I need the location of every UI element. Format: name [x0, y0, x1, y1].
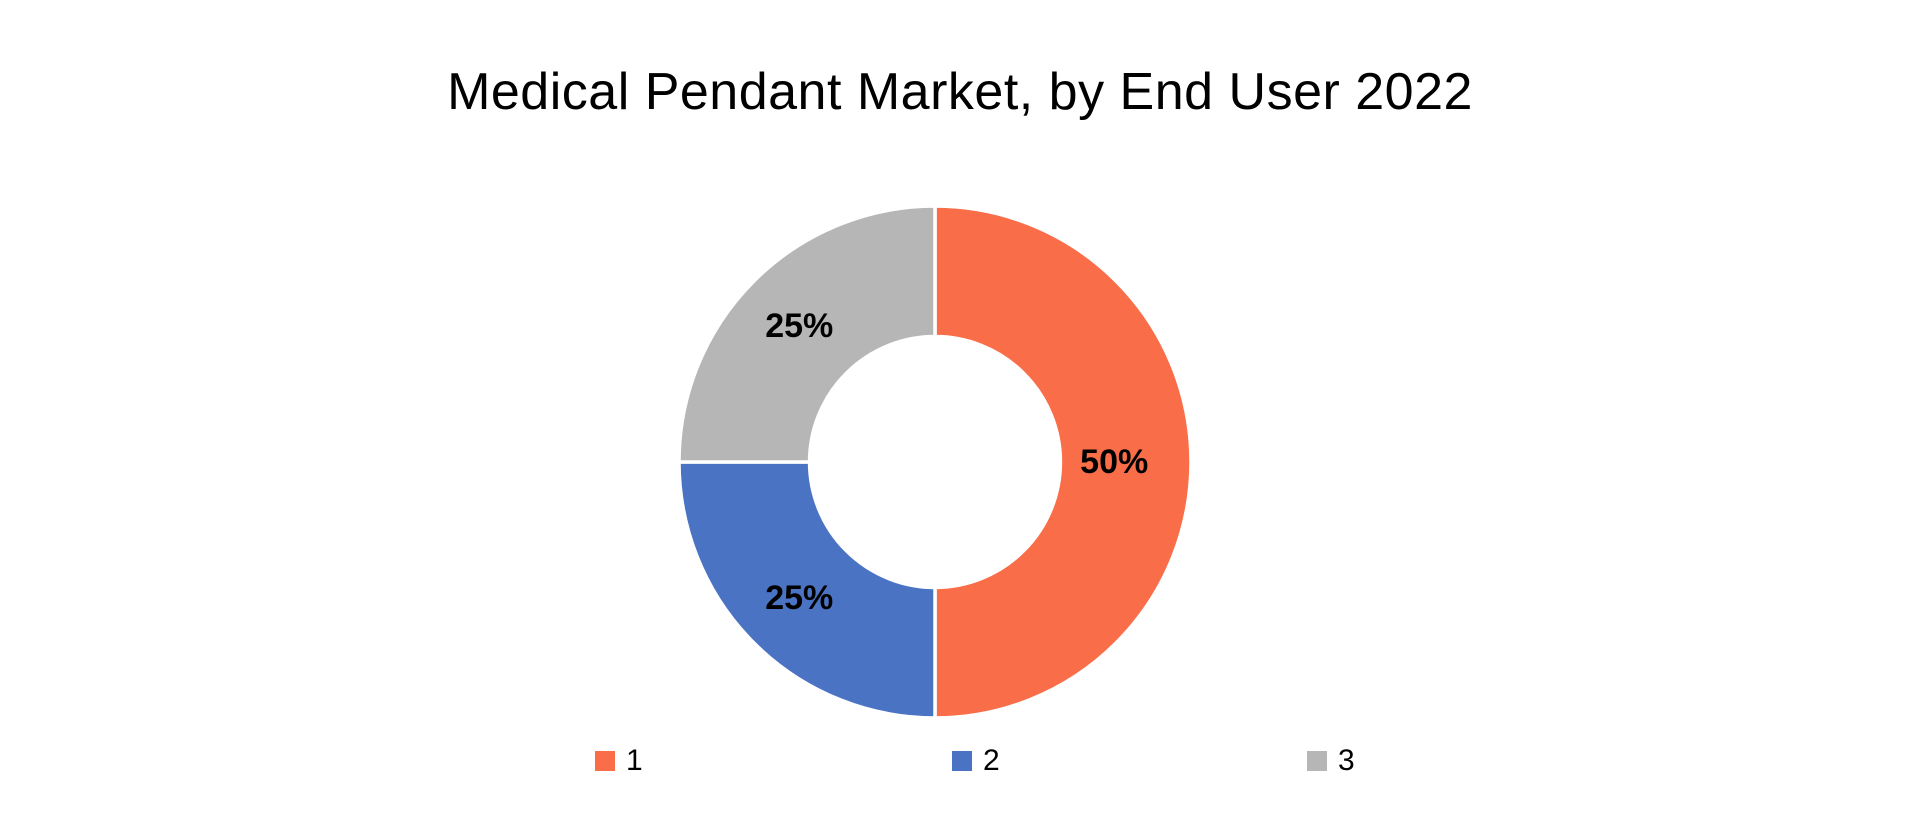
legend-item-2: 2	[952, 746, 1000, 776]
donut-slice-2	[677, 460, 937, 720]
chart-title: Medical Pendant Market, by End User 2022	[447, 63, 1473, 121]
legend-swatch-2-icon	[952, 751, 972, 771]
donut-slice-1	[933, 204, 1193, 720]
data-label-1: 50%	[1080, 443, 1148, 481]
legend-swatch-1-icon	[595, 751, 615, 771]
legend-swatch-3-icon	[1307, 751, 1327, 771]
data-label-2: 25%	[765, 579, 833, 617]
legend-label-3: 3	[1338, 744, 1355, 777]
legend: 1 2 3	[0, 746, 1920, 780]
data-label-3: 25%	[765, 307, 833, 345]
legend-label-1: 1	[626, 744, 643, 777]
legend-item-1: 1	[595, 746, 643, 776]
legend-item-3: 3	[1307, 746, 1355, 776]
donut-slice-3	[677, 204, 937, 464]
legend-label-2: 2	[983, 744, 1000, 777]
